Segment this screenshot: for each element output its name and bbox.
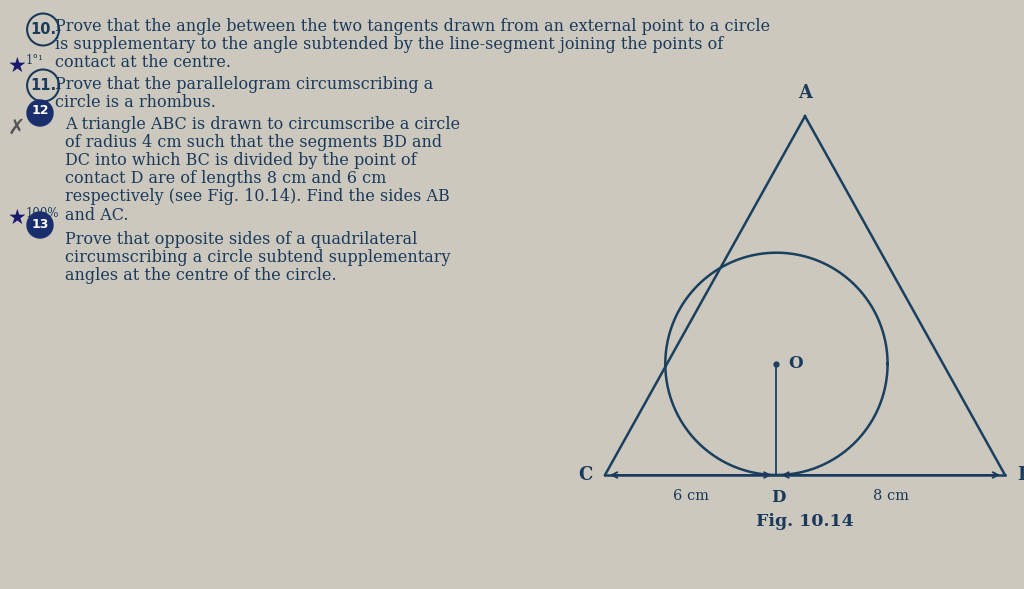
Text: Fig. 10.14: Fig. 10.14 [756, 513, 854, 530]
Text: O: O [788, 355, 803, 372]
Text: ✗: ✗ [8, 118, 26, 138]
Text: circumscribing a circle subtend supplementary: circumscribing a circle subtend suppleme… [65, 249, 451, 266]
Text: Prove that the parallelogram circumscribing a: Prove that the parallelogram circumscrib… [55, 76, 433, 93]
Text: of radius 4 cm such that the segments BD and: of radius 4 cm such that the segments BD… [65, 134, 442, 151]
Text: Prove that the angle between the two tangents drawn from an external point to a : Prove that the angle between the two tan… [55, 18, 770, 35]
Circle shape [27, 212, 53, 238]
Text: is supplementary to the angle subtended by the line-segment joining the points o: is supplementary to the angle subtended … [55, 36, 723, 53]
Text: 12: 12 [32, 104, 49, 117]
Text: C: C [579, 466, 593, 484]
Text: circle is a rhombus.: circle is a rhombus. [55, 94, 216, 111]
Text: B: B [1017, 466, 1024, 484]
Text: 13: 13 [32, 219, 49, 231]
Text: contact at the centre.: contact at the centre. [55, 54, 231, 71]
Text: 1°¹: 1°¹ [26, 54, 44, 67]
Text: 100%: 100% [26, 207, 59, 220]
Text: ★: ★ [8, 208, 27, 228]
Text: angles at the centre of the circle.: angles at the centre of the circle. [65, 267, 337, 284]
Text: ★: ★ [8, 56, 27, 76]
Text: and AC.: and AC. [65, 207, 128, 224]
Text: Prove that opposite sides of a quadrilateral: Prove that opposite sides of a quadrilat… [65, 231, 418, 248]
Text: 11.: 11. [30, 78, 56, 93]
Text: A: A [798, 84, 812, 102]
Text: 8 cm: 8 cm [872, 489, 908, 503]
Text: respectively (see Fig. 10.14). Find the sides AB: respectively (see Fig. 10.14). Find the … [65, 188, 450, 205]
Text: DC into which BC is divided by the point of: DC into which BC is divided by the point… [65, 152, 417, 169]
Text: A triangle ABC is drawn to circumscribe a circle: A triangle ABC is drawn to circumscribe … [65, 116, 460, 133]
Text: 6 cm: 6 cm [673, 489, 709, 503]
Text: D: D [771, 489, 785, 506]
Text: 10.: 10. [30, 22, 56, 37]
Circle shape [27, 100, 53, 126]
Text: contact D are of lengths 8 cm and 6 cm: contact D are of lengths 8 cm and 6 cm [65, 170, 386, 187]
